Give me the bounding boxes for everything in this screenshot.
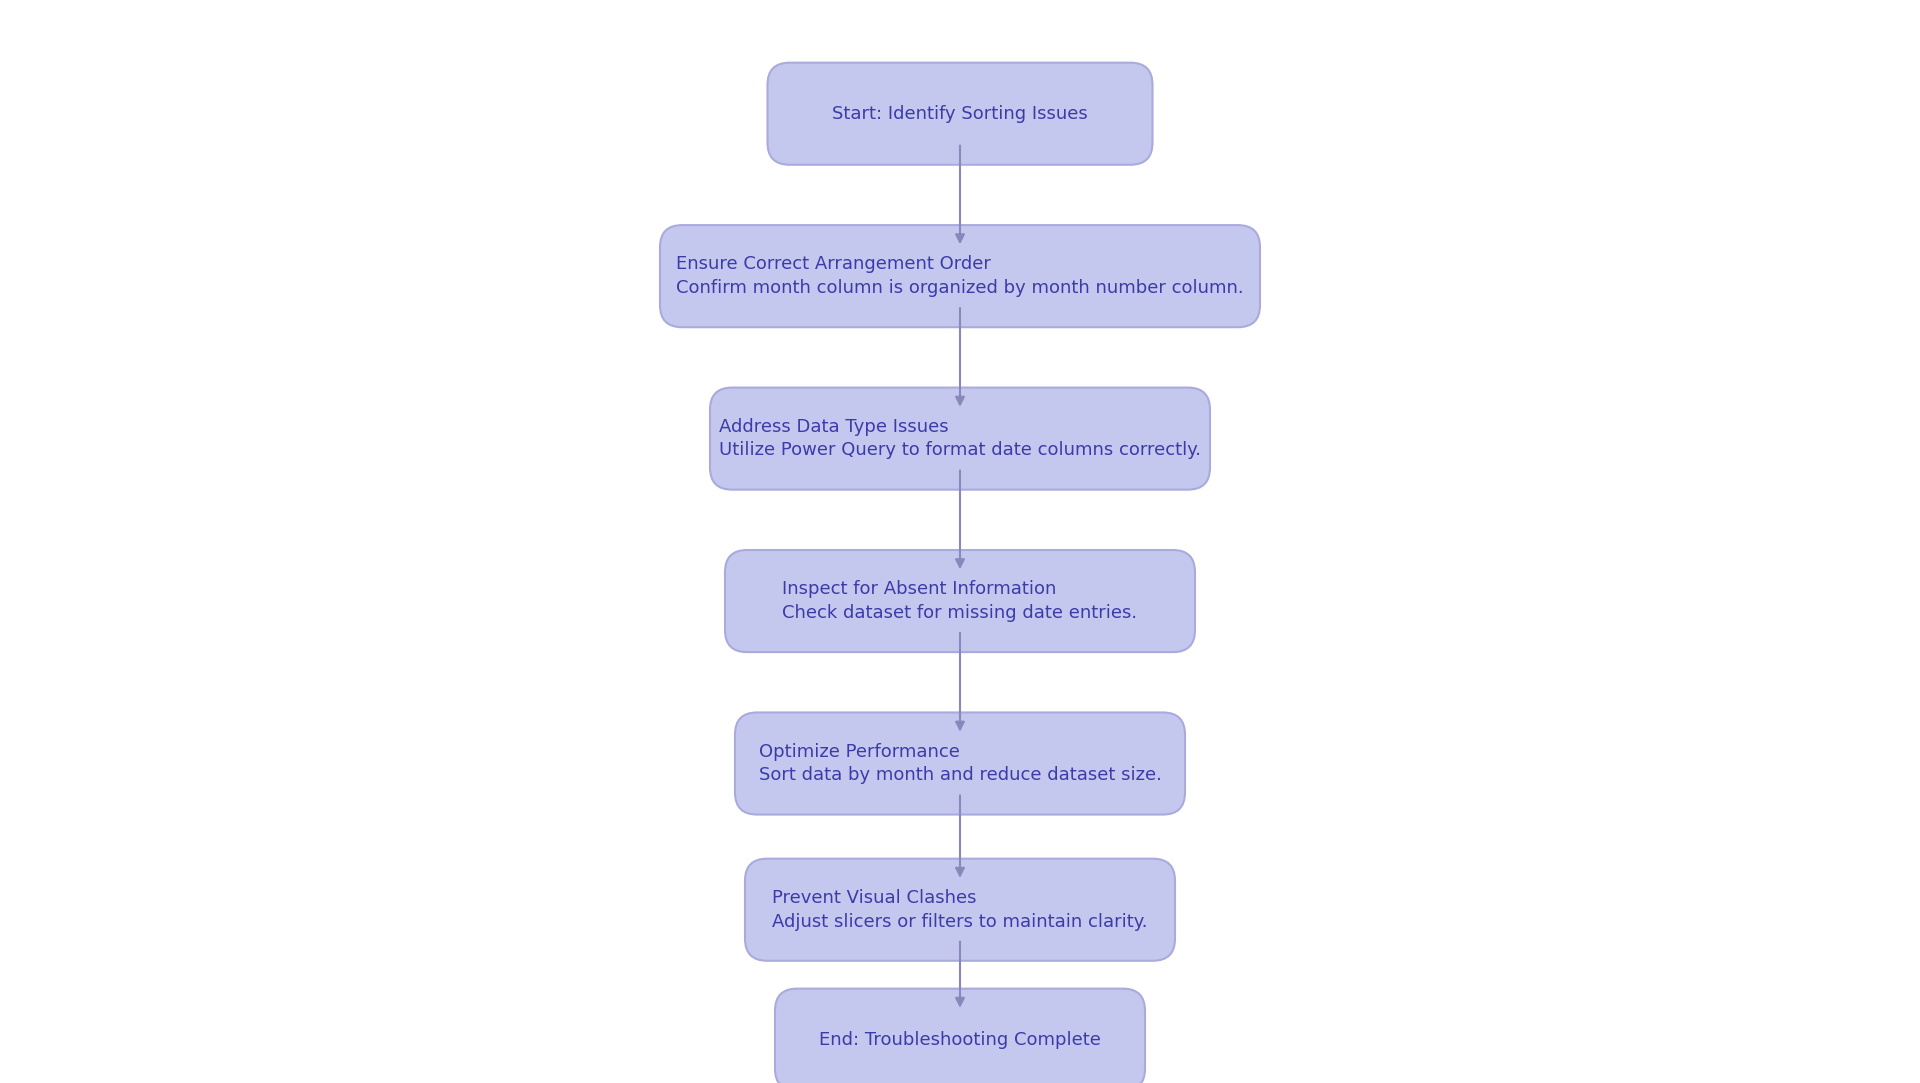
Text: Ensure Correct Arrangement Order
Confirm month column is organized by month numb: Ensure Correct Arrangement Order Confirm… [676, 256, 1244, 297]
FancyBboxPatch shape [735, 713, 1185, 814]
FancyBboxPatch shape [776, 989, 1144, 1083]
Text: Prevent Visual Clashes
Adjust slicers or filters to maintain clarity.: Prevent Visual Clashes Adjust slicers or… [772, 889, 1148, 930]
Text: Start: Identify Sorting Issues: Start: Identify Sorting Issues [831, 105, 1089, 122]
Text: Optimize Performance
Sort data by month and reduce dataset size.: Optimize Performance Sort data by month … [758, 743, 1162, 784]
FancyBboxPatch shape [768, 63, 1152, 165]
FancyBboxPatch shape [726, 550, 1194, 652]
FancyBboxPatch shape [745, 859, 1175, 961]
FancyBboxPatch shape [660, 225, 1260, 327]
Text: End: Troubleshooting Complete: End: Troubleshooting Complete [820, 1031, 1100, 1048]
Text: Address Data Type Issues
Utilize Power Query to format date columns correctly.: Address Data Type Issues Utilize Power Q… [718, 418, 1202, 459]
Text: Inspect for Absent Information
Check dataset for missing date entries.: Inspect for Absent Information Check dat… [783, 580, 1137, 622]
FancyBboxPatch shape [710, 388, 1210, 490]
